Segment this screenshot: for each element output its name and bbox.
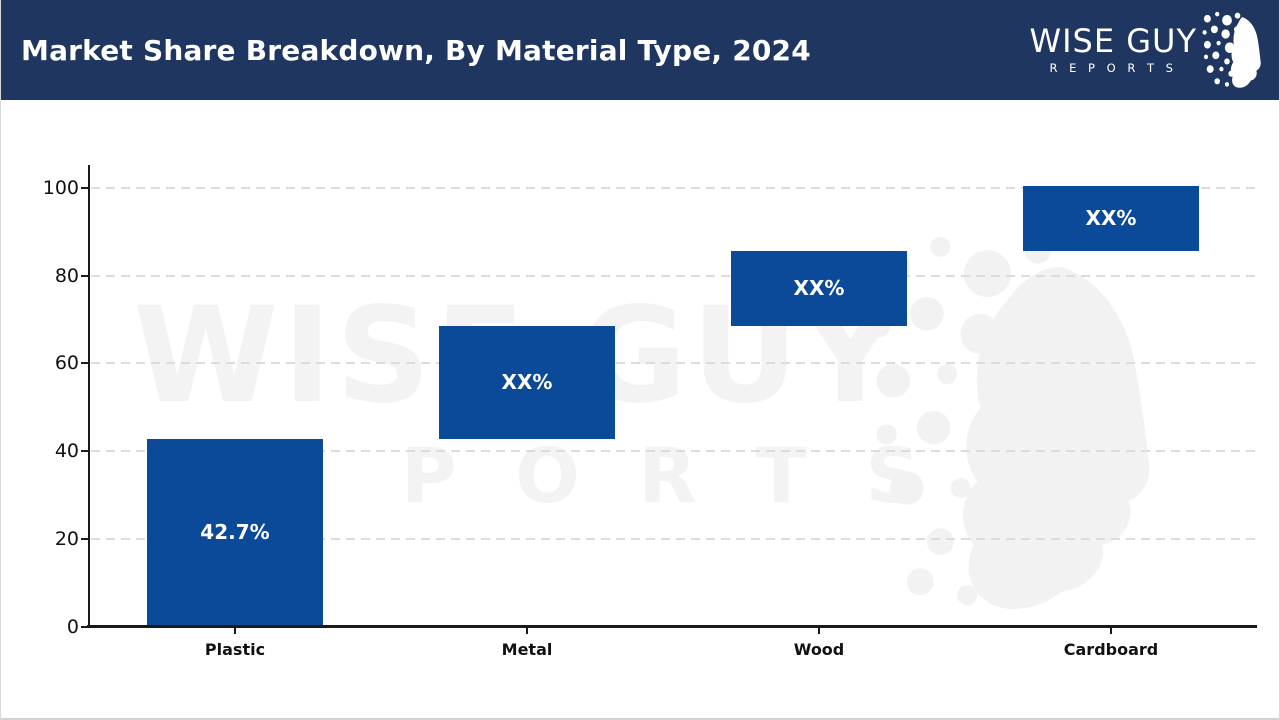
y-tick-label-100: 100: [42, 176, 79, 199]
y-tick-label-20: 20: [54, 527, 79, 550]
y-axis-line: [88, 165, 90, 628]
bar-metal: XX%: [439, 325, 615, 440]
page-title: Market Share Breakdown, By Material Type…: [21, 33, 811, 67]
header: Market Share Breakdown, By Material Type…: [1, 0, 1279, 100]
x-tick-label-metal: Metal: [501, 640, 553, 659]
x-axis-line: [87, 625, 1257, 628]
y-tick-80: [81, 274, 89, 277]
watermark-head-profile-icon: [869, 236, 1150, 610]
bar-cardboard: XX%: [1023, 186, 1199, 251]
brand-logo: WISE GUY R E P O R T S: [1029, 6, 1269, 94]
x-tick-metal: [526, 627, 528, 634]
y-tick-40: [81, 450, 89, 453]
gridline-20: [91, 537, 1257, 540]
y-tick-100: [81, 186, 89, 189]
x-tick-wood: [818, 627, 820, 634]
bar-value-label-wood: XX%: [793, 275, 845, 300]
x-tick-label-wood: Wood: [793, 640, 845, 659]
gridline-40: [91, 450, 1257, 453]
gridline-80: [91, 274, 1257, 277]
brand-head-profile-icon: [1202, 11, 1261, 88]
y-tick-0: [81, 625, 89, 628]
bar-value-label-metal: XX%: [501, 369, 553, 394]
x-tick-label-cardboard: Cardboard: [1063, 640, 1159, 659]
x-tick-label-plastic: Plastic: [204, 640, 266, 659]
bar-wood: XX%: [731, 250, 907, 326]
bar-value-label-plastic: 42.7%: [200, 520, 270, 545]
brand-logo-text: WISE GUY R E P O R T S: [1029, 21, 1197, 76]
x-tick-plastic: [234, 627, 236, 634]
bar-plastic: 42.7%: [147, 439, 323, 627]
brand-name: WISE GUY: [1029, 21, 1197, 60]
y-tick-60: [81, 362, 89, 365]
x-tick-cardboard: [1110, 627, 1112, 634]
gridline-60: [91, 362, 1257, 365]
y-tick-label-40: 40: [54, 440, 79, 463]
y-tick-20: [81, 537, 89, 540]
bar-value-label-cardboard: XX%: [1085, 206, 1137, 231]
y-tick-label-80: 80: [54, 264, 79, 287]
y-tick-label-0: 0: [66, 615, 79, 638]
brand-subname: R E P O R T S: [1049, 61, 1177, 76]
y-tick-label-60: 60: [54, 352, 79, 375]
gridline-100: [91, 186, 1257, 189]
